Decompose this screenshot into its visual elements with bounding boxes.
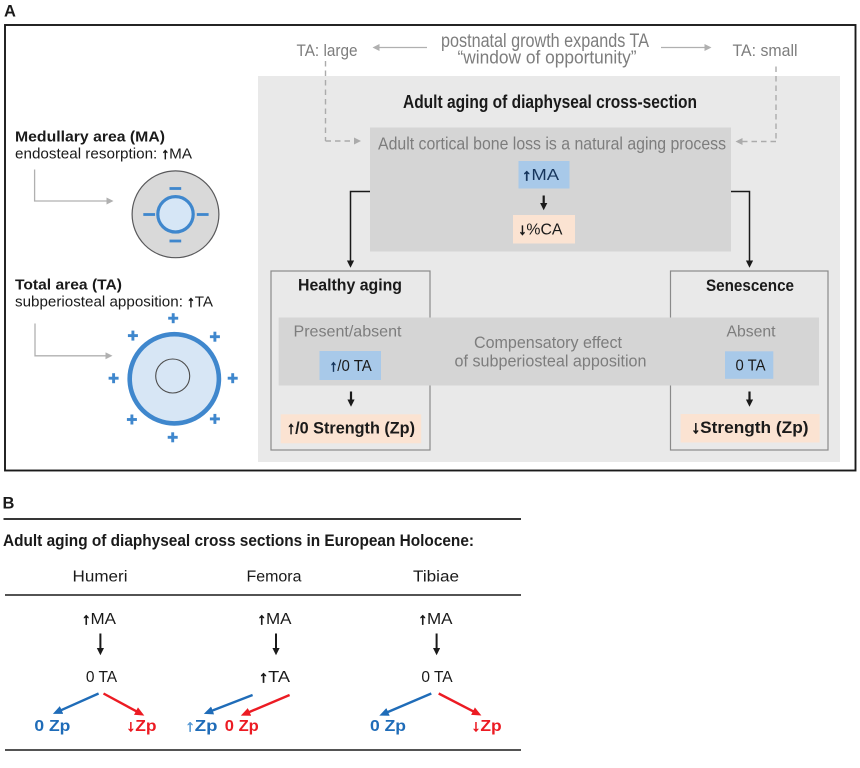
svg-text:Humeri: Humeri bbox=[73, 569, 128, 586]
svg-text:↑MA: ↑MA bbox=[258, 611, 293, 628]
svg-text:↑MA: ↑MA bbox=[522, 167, 560, 184]
svg-text:Healthy aging: Healthy aging bbox=[298, 276, 402, 295]
svg-text:Present/absent: Present/absent bbox=[294, 323, 403, 340]
svg-text:↑TA: ↑TA bbox=[259, 669, 291, 686]
svg-text:0 Zp: 0 Zp bbox=[370, 718, 406, 735]
svg-text:TA: small: TA: small bbox=[733, 41, 798, 60]
svg-text:“window of opportunity”: “window of opportunity” bbox=[458, 47, 637, 68]
svg-text:A: A bbox=[4, 3, 16, 21]
svg-text:0 Zp: 0 Zp bbox=[225, 718, 259, 735]
svg-text:B: B bbox=[3, 495, 15, 513]
svg-text:postnatal growth expands TA: postnatal growth expands TA bbox=[441, 31, 649, 52]
svg-text:of subperiosteal apposition: of subperiosteal apposition bbox=[455, 352, 647, 371]
svg-text:0 Zp: 0 Zp bbox=[34, 718, 70, 735]
svg-text:0 TA: 0 TA bbox=[421, 669, 453, 686]
svg-text:endosteal resorption: ↑MA: endosteal resorption: ↑MA bbox=[15, 146, 192, 163]
svg-text:↑/0 TA: ↑/0 TA bbox=[330, 358, 373, 375]
svg-text:Tibiae: Tibiae bbox=[413, 569, 459, 586]
svg-text:Absent: Absent bbox=[727, 323, 777, 340]
svg-text:Adult aging of diaphyseal cros: Adult aging of diaphyseal cross-section bbox=[403, 92, 697, 112]
svg-text:0 TA: 0 TA bbox=[736, 358, 767, 375]
svg-text:↑Zp: ↑Zp bbox=[186, 718, 218, 735]
svg-text:Femora: Femora bbox=[247, 569, 302, 586]
svg-text:Total area (TA): Total area (TA) bbox=[15, 276, 122, 293]
svg-text:Senescence: Senescence bbox=[706, 276, 794, 295]
svg-text:↑MA: ↑MA bbox=[419, 611, 454, 628]
svg-text:↓%CA: ↓%CA bbox=[519, 222, 564, 239]
svg-text:TA: large: TA: large bbox=[297, 41, 358, 60]
svg-text:↓Zp: ↓Zp bbox=[127, 718, 157, 735]
svg-text:0 TA: 0 TA bbox=[86, 669, 118, 686]
svg-text:Compensatory effect: Compensatory effect bbox=[474, 333, 622, 352]
svg-text:↑MA: ↑MA bbox=[82, 611, 117, 628]
svg-text:↓Zp: ↓Zp bbox=[472, 718, 502, 735]
svg-text:subperiosteal apposition: ↑TA: subperiosteal apposition: ↑TA bbox=[15, 293, 213, 310]
svg-text:Medullary area (MA): Medullary area (MA) bbox=[15, 129, 165, 146]
svg-text:↑/0 Strength (Zp): ↑/0 Strength (Zp) bbox=[287, 419, 415, 438]
svg-text:Adult aging of diaphyseal cros: Adult aging of diaphyseal cross sections… bbox=[3, 531, 474, 550]
svg-text:Adult cortical bone loss is a: Adult cortical bone loss is a natural ag… bbox=[378, 134, 726, 154]
svg-text:↓Strength (Zp): ↓Strength (Zp) bbox=[692, 418, 809, 437]
